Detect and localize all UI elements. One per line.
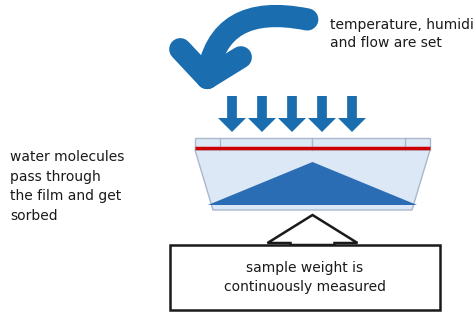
Polygon shape	[267, 215, 357, 245]
Text: water molecules
pass through
the film and get
sorbed: water molecules pass through the film an…	[10, 150, 124, 222]
Polygon shape	[278, 118, 306, 132]
Polygon shape	[248, 118, 276, 132]
Polygon shape	[308, 118, 336, 132]
Polygon shape	[218, 118, 246, 132]
Text: temperature, humidity
and flow are set: temperature, humidity and flow are set	[330, 18, 474, 50]
Text: sample weight is
continuously measured: sample weight is continuously measured	[224, 261, 386, 294]
FancyArrowPatch shape	[180, 16, 307, 78]
FancyBboxPatch shape	[170, 245, 440, 310]
Polygon shape	[208, 162, 417, 205]
Polygon shape	[195, 138, 430, 150]
Polygon shape	[338, 118, 366, 132]
Polygon shape	[195, 150, 430, 210]
